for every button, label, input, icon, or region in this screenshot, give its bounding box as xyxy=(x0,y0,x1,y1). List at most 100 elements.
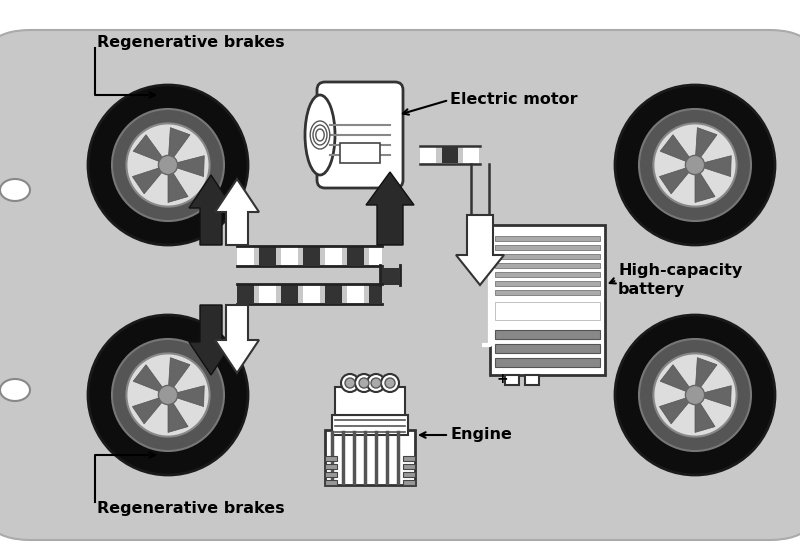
Polygon shape xyxy=(189,305,233,375)
Bar xyxy=(403,472,415,477)
Circle shape xyxy=(88,85,248,245)
Bar xyxy=(403,480,415,485)
Circle shape xyxy=(341,374,359,392)
Bar xyxy=(420,147,436,163)
Bar xyxy=(303,285,320,303)
Polygon shape xyxy=(660,365,690,392)
Bar xyxy=(495,344,600,353)
Circle shape xyxy=(385,378,395,388)
Polygon shape xyxy=(177,386,204,406)
Circle shape xyxy=(158,386,178,405)
Ellipse shape xyxy=(313,125,327,145)
Bar xyxy=(495,245,600,250)
Bar xyxy=(369,247,382,265)
Polygon shape xyxy=(660,135,690,162)
Bar xyxy=(495,263,600,268)
Bar xyxy=(495,330,600,339)
Ellipse shape xyxy=(310,121,330,149)
Bar xyxy=(325,480,337,485)
Bar xyxy=(303,247,320,265)
Circle shape xyxy=(639,339,751,451)
Bar xyxy=(347,285,364,303)
Bar xyxy=(281,247,298,265)
Circle shape xyxy=(381,374,399,392)
Bar xyxy=(237,247,254,265)
Circle shape xyxy=(639,109,751,221)
Bar xyxy=(495,290,600,295)
Polygon shape xyxy=(177,156,204,177)
Polygon shape xyxy=(704,386,731,406)
Circle shape xyxy=(686,156,705,174)
Polygon shape xyxy=(659,168,689,194)
Bar xyxy=(325,456,337,461)
Bar xyxy=(403,464,415,469)
Bar xyxy=(495,272,600,277)
Polygon shape xyxy=(132,168,162,194)
Circle shape xyxy=(615,315,775,475)
Circle shape xyxy=(345,378,355,388)
FancyBboxPatch shape xyxy=(0,30,800,540)
Polygon shape xyxy=(169,128,190,157)
Polygon shape xyxy=(133,135,162,162)
Polygon shape xyxy=(695,173,715,202)
Bar xyxy=(281,285,298,303)
Bar xyxy=(495,281,600,286)
Text: Regenerative brakes: Regenerative brakes xyxy=(97,35,285,50)
Polygon shape xyxy=(189,175,233,245)
Bar xyxy=(335,387,405,415)
Polygon shape xyxy=(366,172,414,245)
Polygon shape xyxy=(456,215,504,285)
Ellipse shape xyxy=(316,129,324,141)
Circle shape xyxy=(126,354,210,437)
Bar xyxy=(340,143,380,163)
Bar xyxy=(525,375,539,385)
Circle shape xyxy=(126,123,210,207)
Text: Engine: Engine xyxy=(450,427,512,443)
Polygon shape xyxy=(132,398,162,424)
Ellipse shape xyxy=(0,379,30,401)
Circle shape xyxy=(654,354,737,437)
Circle shape xyxy=(359,378,369,388)
Bar xyxy=(325,247,342,265)
Bar xyxy=(347,247,364,265)
Circle shape xyxy=(112,339,224,451)
Text: Electric motor: Electric motor xyxy=(450,92,578,107)
Circle shape xyxy=(686,386,705,405)
Circle shape xyxy=(355,374,373,392)
FancyBboxPatch shape xyxy=(317,82,403,188)
Circle shape xyxy=(371,378,381,388)
Bar xyxy=(495,236,600,241)
Circle shape xyxy=(158,156,178,174)
Polygon shape xyxy=(215,305,259,373)
Bar xyxy=(369,285,382,303)
Bar xyxy=(325,472,337,477)
Polygon shape xyxy=(169,358,190,387)
Bar xyxy=(495,254,600,259)
Circle shape xyxy=(367,374,385,392)
Bar xyxy=(490,225,605,375)
Text: High-capacity
battery: High-capacity battery xyxy=(618,263,742,297)
FancyBboxPatch shape xyxy=(325,430,415,485)
Polygon shape xyxy=(696,128,717,157)
Bar xyxy=(381,268,399,285)
Bar xyxy=(325,464,337,469)
Circle shape xyxy=(88,315,248,475)
Bar xyxy=(403,456,415,461)
Polygon shape xyxy=(695,403,715,432)
Bar xyxy=(237,285,254,303)
Bar xyxy=(259,247,276,265)
Polygon shape xyxy=(704,156,731,177)
Polygon shape xyxy=(168,403,188,432)
Bar xyxy=(442,147,458,163)
Bar xyxy=(332,415,408,435)
Ellipse shape xyxy=(0,179,30,201)
Text: Regenerative brakes: Regenerative brakes xyxy=(97,500,285,515)
Ellipse shape xyxy=(305,95,335,175)
Bar xyxy=(259,285,276,303)
Circle shape xyxy=(615,85,775,245)
Bar xyxy=(495,358,600,367)
Polygon shape xyxy=(133,365,162,392)
Polygon shape xyxy=(696,358,717,387)
Bar xyxy=(505,375,519,385)
Polygon shape xyxy=(215,179,259,245)
